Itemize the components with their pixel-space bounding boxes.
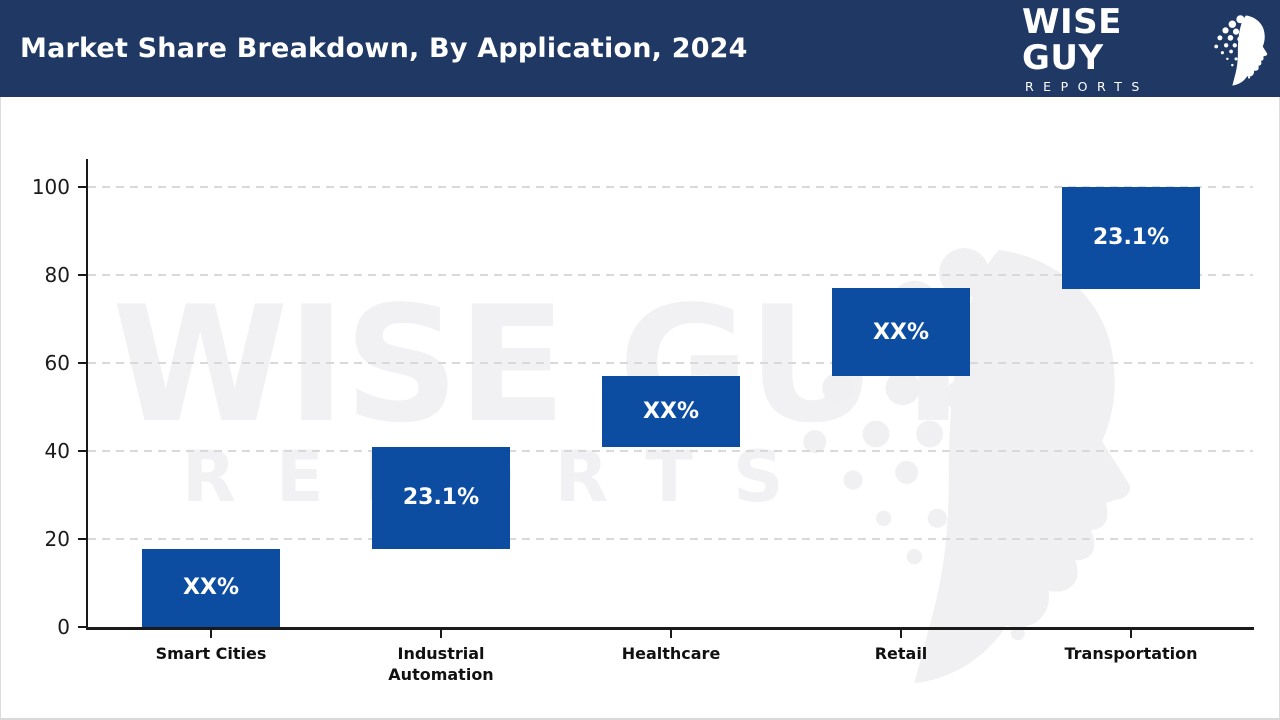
y-tick-label: 20 [44, 527, 70, 551]
bar: 23.1% [1062, 187, 1200, 289]
y-tick-label: 0 [57, 615, 70, 639]
gridline [88, 362, 1253, 364]
y-axis-spine [86, 159, 88, 630]
x-tick [1130, 630, 1132, 638]
head-profile-logo-icon [1210, 10, 1272, 88]
category-label: Industrial Automation [388, 644, 494, 684]
y-tick-label: 60 [44, 351, 70, 375]
x-axis-spine [86, 627, 1254, 630]
bar: 23.1% [372, 447, 510, 549]
header: Market Share Breakdown, By Application, … [0, 0, 1280, 97]
y-tick [78, 450, 87, 452]
y-tick [78, 626, 87, 628]
y-tick [78, 274, 87, 276]
bottom-border [0, 718, 1280, 720]
bar-value-label: XX% [643, 399, 699, 425]
category-label: Transportation [1064, 644, 1198, 663]
y-tick-label: 40 [44, 439, 70, 463]
y-tick [78, 362, 87, 364]
brand-wordmark: WISE GUY REPORTS [1022, 4, 1206, 94]
category-label: Healthcare [621, 644, 721, 663]
brand-name: WISE GUY [1022, 2, 1122, 78]
y-tick-label: 80 [44, 263, 70, 287]
brand-logo: WISE GUY REPORTS [1022, 4, 1272, 94]
bar: XX% [142, 548, 280, 627]
plot-area: 0 20 40 60 80 100 XX% Smart Cities 23.1% Industri… [0, 97, 1280, 720]
brand-subtitle: REPORTS [1025, 79, 1149, 94]
x-tick [900, 630, 902, 638]
gridline [88, 186, 1253, 188]
bar-value-label: 23.1% [1092, 225, 1170, 251]
bar: XX% [602, 376, 740, 448]
bar-value-label: XX% [873, 319, 929, 345]
y-tick-label: 100 [31, 175, 70, 199]
page-title: Market Share Breakdown, By Application, … [20, 33, 748, 64]
bar-value-label: XX% [183, 575, 239, 601]
y-tick [78, 186, 87, 188]
x-tick [210, 630, 212, 638]
y-tick [78, 538, 87, 540]
bar-value-label: 23.1% [402, 485, 480, 511]
category-label: Smart Cities [155, 644, 267, 663]
x-tick [670, 630, 672, 638]
gridline [88, 538, 1253, 540]
bar: XX% [832, 288, 970, 377]
gridline [88, 450, 1253, 452]
x-tick [440, 630, 442, 638]
category-label: Retail [874, 644, 928, 663]
left-border [0, 97, 1, 720]
gridline [88, 274, 1253, 276]
